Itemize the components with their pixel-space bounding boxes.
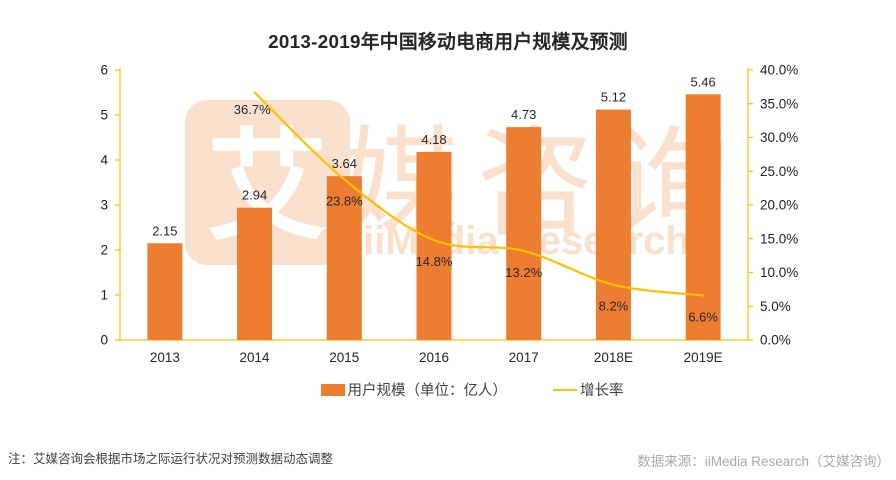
- svg-text:8.2%: 8.2%: [599, 299, 629, 314]
- svg-text:2: 2: [100, 243, 108, 258]
- svg-text:36.7%: 36.7%: [234, 102, 271, 117]
- svg-text:10.0%: 10.0%: [760, 265, 798, 280]
- svg-text:3: 3: [100, 198, 108, 213]
- svg-text:5: 5: [100, 108, 108, 123]
- svg-text:2014: 2014: [240, 350, 271, 365]
- svg-text:23.8%: 23.8%: [326, 193, 363, 208]
- svg-text:6.6%: 6.6%: [688, 309, 718, 324]
- svg-text:2016: 2016: [419, 350, 449, 365]
- svg-text:15.0%: 15.0%: [760, 231, 798, 246]
- svg-text:13.2%: 13.2%: [505, 265, 542, 280]
- svg-text:2017: 2017: [509, 350, 539, 365]
- svg-text:35.0%: 35.0%: [760, 96, 798, 111]
- svg-text:25.0%: 25.0%: [760, 164, 798, 179]
- svg-text:2013: 2013: [150, 350, 180, 365]
- svg-text:2.94: 2.94: [242, 188, 267, 203]
- svg-text:4.18: 4.18: [421, 132, 446, 147]
- svg-text:4.73: 4.73: [511, 107, 536, 122]
- svg-text:2018E: 2018E: [594, 350, 633, 365]
- svg-text:5.0%: 5.0%: [760, 299, 791, 314]
- svg-text:20.0%: 20.0%: [760, 198, 798, 213]
- svg-text:0.0%: 0.0%: [760, 333, 791, 348]
- svg-text:3.64: 3.64: [332, 156, 357, 171]
- svg-text:2.15: 2.15: [152, 223, 177, 238]
- svg-text:2019E: 2019E: [684, 350, 723, 365]
- svg-text:6: 6: [100, 63, 108, 78]
- svg-text:0: 0: [100, 333, 108, 348]
- svg-text:40.0%: 40.0%: [760, 63, 798, 78]
- svg-text:2015: 2015: [329, 350, 359, 365]
- svg-text:4: 4: [100, 153, 108, 168]
- svg-text:1: 1: [100, 288, 108, 303]
- svg-text:30.0%: 30.0%: [760, 130, 798, 145]
- svg-text:5.12: 5.12: [601, 90, 626, 105]
- svg-text:5.46: 5.46: [690, 74, 715, 89]
- svg-text:14.8%: 14.8%: [416, 254, 453, 269]
